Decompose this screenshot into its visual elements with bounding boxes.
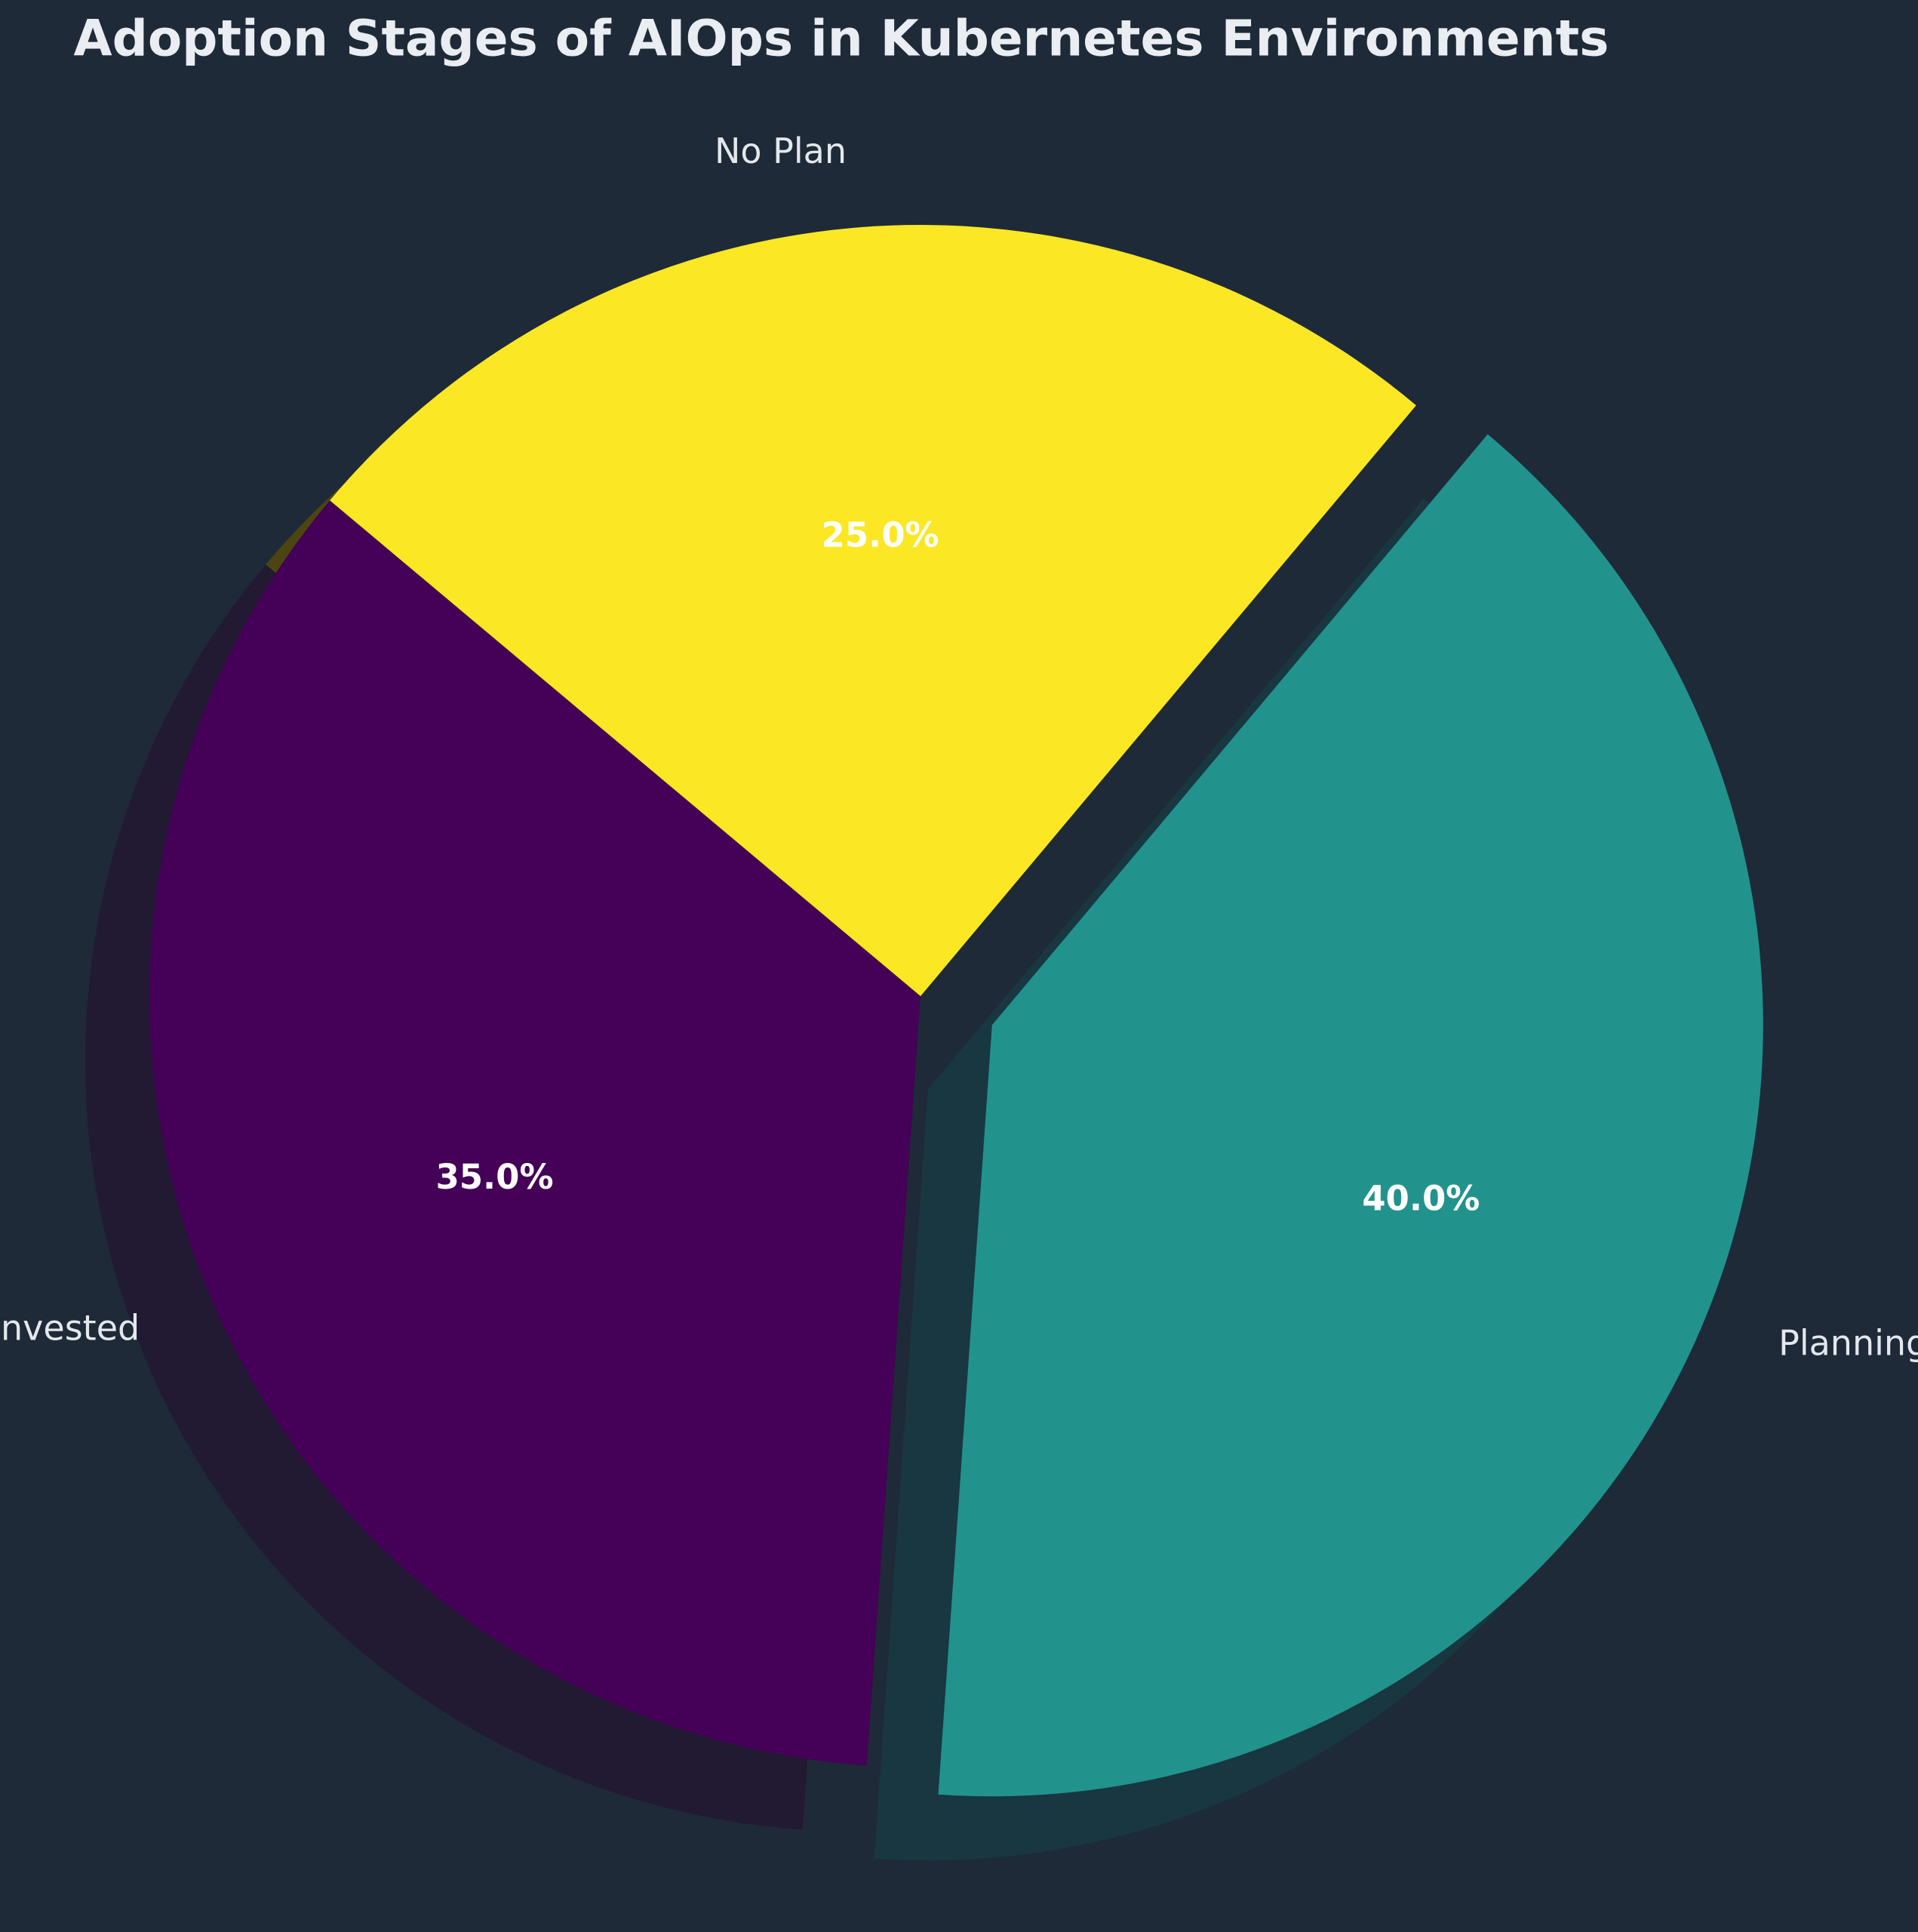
pct-label-no-plan: 25.0% (822, 515, 939, 555)
pct-label-invested: 35.0% (435, 1157, 553, 1197)
chart-title: Adoption Stages of AIOps in Kubernetes E… (74, 10, 1609, 68)
slice-label-invested: Invested (0, 1307, 140, 1348)
pie-slices (149, 225, 1763, 1797)
pct-label-planning: 40.0% (1362, 1179, 1480, 1219)
pie-slice-planning (938, 434, 1763, 1797)
slice-label-planning: Planning (1778, 1322, 1918, 1363)
slice-label-no-plan: No Plan (715, 131, 847, 171)
pie-labels: No Plan 25.0% Invested 35.0% Planning 40.0% (0, 131, 1918, 1363)
pie-slice-no-plan (330, 225, 1416, 997)
pie-slice-invested (149, 500, 921, 1766)
